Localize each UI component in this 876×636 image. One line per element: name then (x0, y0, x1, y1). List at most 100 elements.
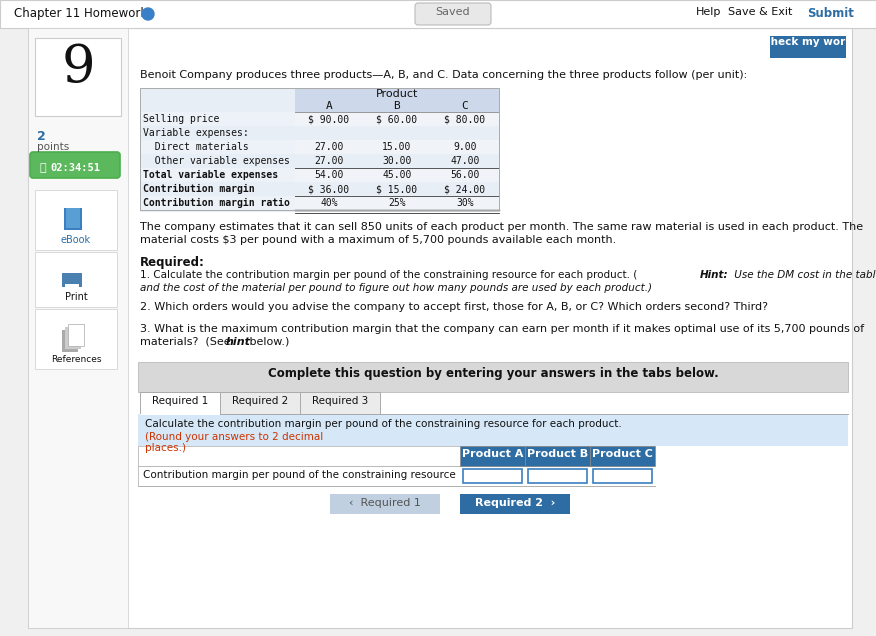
Text: Product: Product (376, 89, 418, 99)
Bar (431, 112, 499, 126)
Text: eBook: eBook (61, 235, 91, 245)
Bar (363, 126, 431, 140)
Text: 56.00: 56.00 (450, 170, 480, 180)
Text: 30.00: 30.00 (382, 156, 412, 166)
Bar (363, 196, 431, 210)
Bar (431, 182, 499, 196)
Bar (590, 446, 655, 466)
Text: $ 15.00: $ 15.00 (377, 184, 418, 194)
Bar (62, 273, 82, 287)
Text: 25%: 25% (388, 198, 406, 208)
Text: Chapter 11 Homework: Chapter 11 Homework (14, 7, 147, 20)
Text: 2: 2 (37, 130, 46, 143)
Bar (363, 182, 431, 196)
Bar (295, 140, 363, 154)
Bar (295, 88, 499, 100)
Text: and the cost of the material per pound to figure out how many pounds are used by: and the cost of the material per pound t… (140, 283, 652, 293)
Text: References: References (51, 355, 102, 364)
Bar (140, 392, 220, 414)
FancyBboxPatch shape (30, 152, 120, 178)
Bar (460, 446, 525, 466)
Text: 30%: 30% (456, 198, 474, 208)
Text: Print: Print (65, 292, 88, 302)
Text: materials?  (See: materials? (See (140, 337, 234, 347)
Text: Complete this question by entering your answers in the tabs below.: Complete this question by entering your … (268, 367, 718, 380)
Bar (0, 0, 876, 28)
Bar (460, 494, 570, 514)
Bar (770, 36, 846, 58)
Text: 47.00: 47.00 (450, 156, 480, 166)
Text: Use the DM cost in the table: Use the DM cost in the table (731, 270, 876, 280)
Bar (68, 324, 84, 346)
Text: ⧗: ⧗ (40, 163, 46, 173)
Text: $ 36.00: $ 36.00 (308, 184, 350, 194)
Bar (28, 28, 128, 628)
Bar (593, 469, 652, 483)
Text: 9: 9 (61, 42, 95, 93)
Text: Submit: Submit (807, 7, 854, 20)
Bar (431, 196, 499, 210)
Bar (65, 284, 79, 292)
Bar (138, 446, 655, 466)
Bar (295, 100, 499, 112)
Text: Required:: Required: (140, 256, 205, 269)
Bar (220, 392, 300, 414)
Bar (295, 154, 363, 168)
Bar (431, 140, 499, 154)
Text: places.): places.) (145, 443, 186, 453)
Text: B: B (393, 101, 400, 111)
Text: i: i (146, 13, 150, 22)
Text: Contribution margin per pound of the constraining resource: Contribution margin per pound of the con… (143, 470, 456, 480)
Bar (295, 112, 363, 126)
Bar (140, 154, 295, 168)
Text: Calculate the contribution margin per pound of the constraining resource for eac: Calculate the contribution margin per po… (145, 419, 625, 429)
Text: Direct materials: Direct materials (143, 142, 249, 152)
Text: Required 2: Required 2 (232, 396, 288, 406)
Text: Contribution margin ratio: Contribution margin ratio (143, 198, 290, 208)
Bar (35, 38, 121, 116)
Text: C: C (462, 101, 469, 111)
Text: Total variable expenses: Total variable expenses (143, 170, 278, 180)
Text: 1. Calculate the contribution margin per pound of the constraining resource for : 1. Calculate the contribution margin per… (140, 270, 637, 280)
Bar (363, 168, 431, 182)
Text: Required 3: Required 3 (312, 396, 368, 406)
Bar (363, 112, 431, 126)
Bar (140, 88, 499, 210)
Bar (300, 392, 380, 414)
Text: $ 80.00: $ 80.00 (444, 114, 485, 124)
Text: Contribution margin: Contribution margin (143, 184, 255, 194)
Bar (66, 208, 80, 228)
Bar (431, 126, 499, 140)
Text: 27.00: 27.00 (314, 156, 343, 166)
Text: material costs $3 per pound with a maximum of 5,700 pounds available each month.: material costs $3 per pound with a maxim… (140, 235, 616, 245)
Bar (655, 446, 848, 486)
Text: hint: hint (226, 337, 251, 347)
Text: Other variable expenses: Other variable expenses (143, 156, 290, 166)
Text: A: A (326, 101, 332, 111)
Text: 45.00: 45.00 (382, 170, 412, 180)
Text: The company estimates that it can sell 850 units of each product per month. The : The company estimates that it can sell 8… (140, 222, 863, 232)
Text: $ 24.00: $ 24.00 (444, 184, 485, 194)
Text: $ 60.00: $ 60.00 (377, 114, 418, 124)
Bar (525, 446, 590, 466)
Text: 9.00: 9.00 (453, 142, 477, 152)
Text: $ 90.00: $ 90.00 (308, 114, 350, 124)
Text: points: points (37, 142, 69, 152)
Bar (140, 100, 499, 112)
Bar (62, 330, 78, 352)
Text: 54.00: 54.00 (314, 170, 343, 180)
Bar (431, 168, 499, 182)
Bar (65, 327, 81, 349)
Bar (140, 140, 295, 154)
Bar (140, 112, 295, 126)
Bar (295, 196, 363, 210)
Bar (140, 126, 295, 140)
Text: 3. What is the maximum contribution margin that the company can earn per month i: 3. What is the maximum contribution marg… (140, 324, 864, 334)
Text: Benoit Company produces three products—A, B, and C. Data concerning the three pr: Benoit Company produces three products—A… (140, 70, 747, 80)
Bar (138, 414, 848, 446)
Text: 27.00: 27.00 (314, 142, 343, 152)
Text: Saved: Saved (435, 7, 470, 17)
Bar (140, 88, 499, 212)
Text: below.): below.) (246, 337, 289, 347)
Text: Hint:: Hint: (700, 270, 729, 280)
